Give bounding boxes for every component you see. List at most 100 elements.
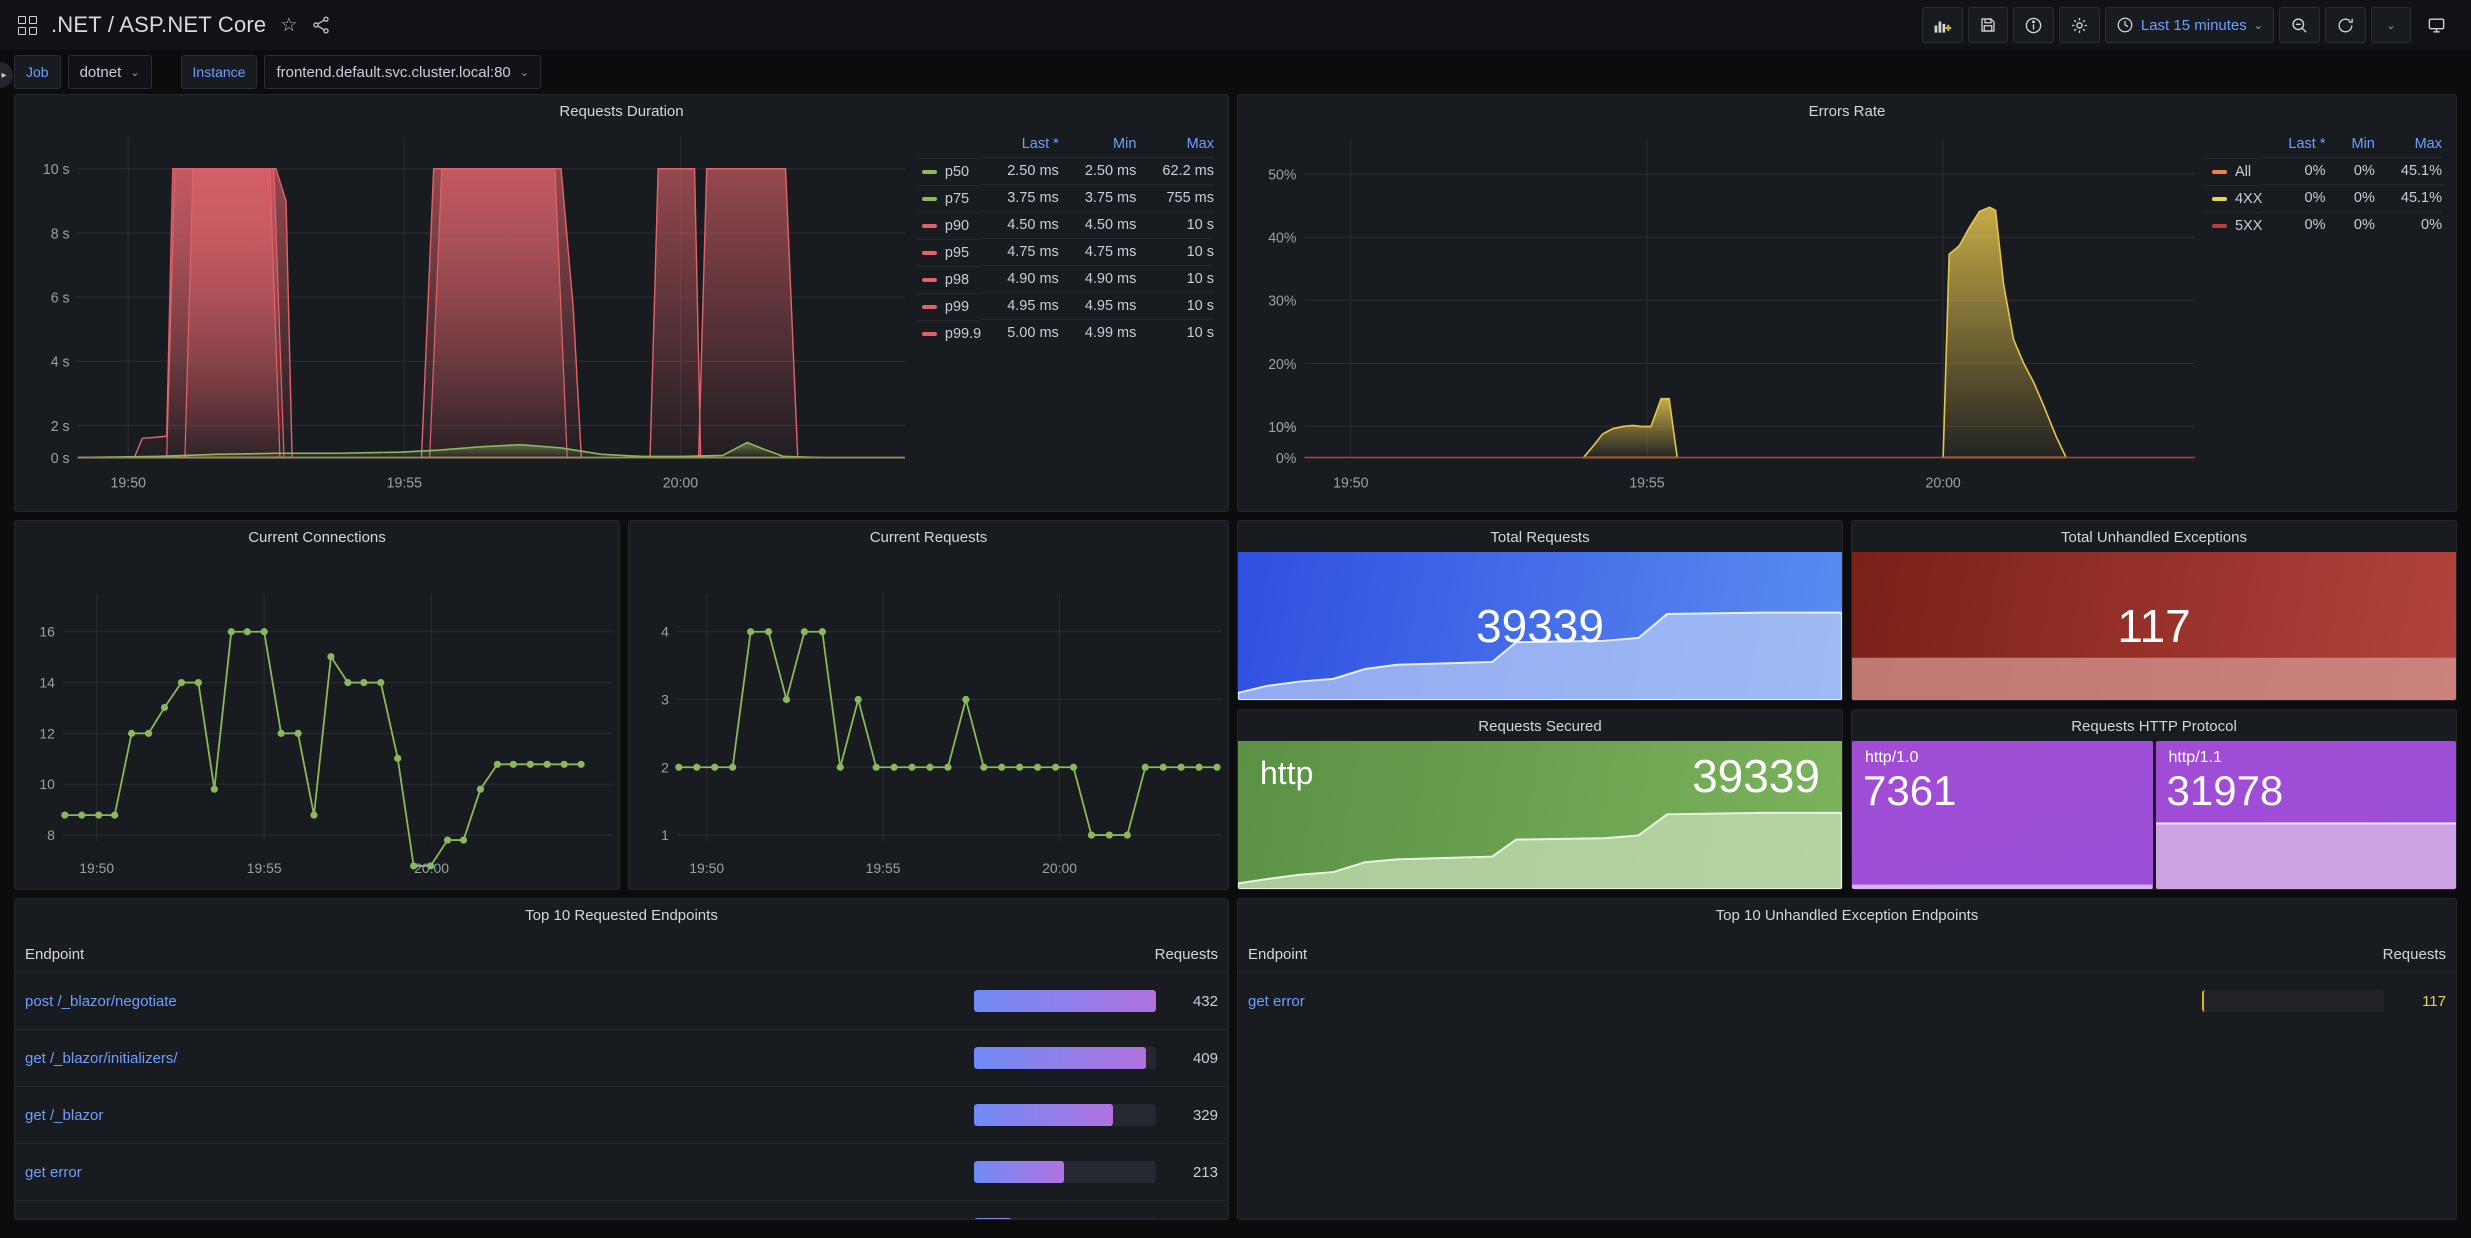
dashboard-info-button[interactable] <box>2012 7 2054 43</box>
svg-text:20:00: 20:00 <box>1042 860 1077 876</box>
svg-text:20:00: 20:00 <box>663 475 698 491</box>
timeseries-requests-duration: 10 s 8 s 6 s 4 s 2 s 0 s <box>15 126 1228 511</box>
chevron-down-icon: ⌄ <box>130 66 140 79</box>
plot-area[interactable]: 10 s 8 s 6 s 4 s 2 s 0 s <box>15 126 905 511</box>
table-row[interactable]: get error 213 <box>15 1143 1228 1200</box>
requests-value: 409 <box>1192 1049 1218 1067</box>
table-row[interactable]: get /_blazor/initializers/ 409 <box>15 1029 1228 1086</box>
legend-row[interactable]: All 0% 0% 45.1% <box>2204 157 2442 185</box>
endpoint-link[interactable]: get error <box>1248 992 1305 1010</box>
table-row[interactable]: get error 117 <box>1238 972 2456 1029</box>
endpoint-link[interactable]: get /_blazor <box>25 1106 104 1124</box>
refresh-button[interactable] <box>2325 7 2366 43</box>
svg-text:19:50: 19:50 <box>79 860 114 876</box>
svg-text:3: 3 <box>661 691 669 707</box>
table-row[interactable]: post /_blazor/negotiate 432 <box>15 972 1228 1029</box>
panel-body[interactable]: 39339 <box>1238 552 1842 700</box>
requests-value: 432 <box>1192 992 1218 1010</box>
legend-col-max[interactable]: Max <box>2414 136 2442 152</box>
series-color-swatch <box>2211 196 2227 201</box>
bar-track <box>974 1047 1156 1069</box>
series-max: 10 s <box>1136 292 1214 320</box>
series-last: 5.00 ms <box>981 319 1059 347</box>
tv-mode-button[interactable] <box>2416 7 2457 43</box>
series-min: 0% <box>2325 184 2375 212</box>
column-header-requests[interactable]: Requests <box>1154 946 1218 963</box>
legend-col-last[interactable]: Last * <box>2288 136 2326 152</box>
save-dashboard-button[interactable] <box>1967 7 2008 43</box>
bar-fill <box>974 990 1156 1012</box>
legend-row[interactable]: p95 4.75 ms 4.75 ms 10 s <box>914 238 1214 266</box>
svg-text:10%: 10% <box>1268 420 1296 436</box>
endpoint-link[interactable]: get /_blazor/initializers/ <box>25 1049 178 1067</box>
series-name: p75 <box>944 190 970 207</box>
bargauge-item[interactable]: http/1.1 31978 <box>2155 741 2456 889</box>
dashboard-settings-button[interactable] <box>2058 7 2100 43</box>
panel-body[interactable]: http 39339 <box>1238 741 1842 889</box>
series-name: p90 <box>944 217 970 234</box>
legend-col-max[interactable]: Max <box>1186 136 1214 152</box>
add-panel-button[interactable] <box>1921 7 1963 43</box>
dashboard-row-3: Top 10 Requested Endpoints Endpoint Requ… <box>14 898 2457 1220</box>
bar-gauge-cell <box>974 1104 1156 1126</box>
series-color-swatch <box>921 169 937 174</box>
table-row[interactable]: get /_blazor 329 <box>15 1086 1228 1143</box>
legend-row[interactable]: p90 4.50 ms 4.50 ms 10 s <box>914 211 1214 239</box>
legend-row[interactable]: 5XX 0% 0% 0% <box>2204 211 2442 239</box>
legend-col-last[interactable]: Last * <box>1021 136 1059 152</box>
legend-row[interactable]: 4XX 0% 0% 45.1% <box>2204 184 2442 212</box>
column-header-endpoint[interactable]: Endpoint <box>1248 946 1308 963</box>
svg-text:20:00: 20:00 <box>1926 475 1961 491</box>
panel-body[interactable]: 4 3 2 1 <box>629 552 1228 889</box>
share-icon[interactable] <box>311 15 331 35</box>
zoom-out-time-button[interactable] <box>2279 7 2320 43</box>
bargauge-value: 7361 <box>1863 767 1957 814</box>
series-max: 10 s <box>1136 265 1214 293</box>
series-last: 0% <box>2262 211 2326 239</box>
svg-text:20%: 20% <box>1268 356 1296 372</box>
chevron-right-icon: ▸ <box>1 69 7 81</box>
panel-requests-duration: Requests Duration <box>14 94 1229 512</box>
panel-body[interactable]: http/1.0 7361 http/1.1 31978 <box>1852 741 2456 889</box>
refresh-interval-dropdown[interactable]: ⌄ <box>2371 7 2411 43</box>
column-header-requests[interactable]: Requests <box>2382 946 2446 963</box>
grid-menu-icon[interactable] <box>18 15 37 35</box>
legend-col-min[interactable]: Min <box>1113 136 1137 152</box>
plot-area: 4 3 2 1 <box>661 593 1222 876</box>
bargauge-label: http/1.0 <box>1865 749 1919 766</box>
legend-row[interactable]: p75 3.75 ms 3.75 ms 755 ms <box>914 184 1214 212</box>
endpoint-link[interactable]: post /_blazor/negotiate <box>25 992 177 1010</box>
table-row[interactable]: post /_blazor/disconnect/ 91 <box>15 1200 1228 1219</box>
variable-job-picker[interactable]: dotnet ⌄ <box>67 55 152 89</box>
stat-total-unhandled-exceptions: 117 <box>1852 552 2456 700</box>
variable-instance-picker[interactable]: frontend.default.svc.cluster.local:80 ⌄ <box>264 55 541 89</box>
time-range-picker[interactable]: Last 15 minutes ⌄ <box>2104 7 2274 43</box>
sidebar-expand-button[interactable]: ▸ <box>0 62 13 88</box>
svg-text:19:50: 19:50 <box>689 860 724 876</box>
bargauge-item[interactable]: http/1.0 7361 <box>1852 741 2153 889</box>
series-color-swatch <box>921 250 937 255</box>
legend-row[interactable]: p98 4.90 ms 4.90 ms 10 s <box>914 265 1214 293</box>
legend-col-min[interactable]: Min <box>2351 136 2375 152</box>
star-icon[interactable]: ☆ <box>280 14 298 36</box>
endpoint-link[interactable]: get error <box>25 1163 82 1181</box>
variable-instance: Instance frontend.default.svc.cluster.lo… <box>180 55 541 89</box>
time-range-label: Last 15 minutes <box>2140 16 2247 34</box>
panel-title: Errors Rate <box>1808 103 1886 120</box>
bargauge-http-protocol: http/1.0 7361 http/1.1 31978 <box>1852 741 2456 889</box>
bar-gauge-cell <box>2202 990 2384 1012</box>
plot-area[interactable]: 50% 40% 30% 20% 0% 10% 0% <box>1238 126 2195 511</box>
series-last: 4.95 ms <box>981 292 1059 320</box>
series-name: 4XX <box>2234 190 2263 207</box>
panel-body[interactable]: 16 14 12 10 8 <box>15 552 619 889</box>
legend-row[interactable]: p99 4.95 ms 4.95 ms 10 s <box>914 292 1214 320</box>
column-header-endpoint[interactable]: Endpoint <box>25 946 85 963</box>
legend-errors-rate: Last * Min Max All 0% 0% 45.1% <box>2195 126 2456 511</box>
stat-label: http <box>1260 755 1314 791</box>
series-min: 4.90 ms <box>1058 265 1137 293</box>
panel-body[interactable]: 117 <box>1852 552 2456 700</box>
svg-text:50%: 50% <box>1268 167 1296 183</box>
legend-row[interactable]: p99.9 5.00 ms 4.99 ms 10 s <box>914 319 1214 347</box>
svg-text:19:55: 19:55 <box>1629 475 1664 491</box>
legend-row[interactable]: p50 2.50 ms 2.50 ms 62.2 ms <box>914 157 1214 185</box>
